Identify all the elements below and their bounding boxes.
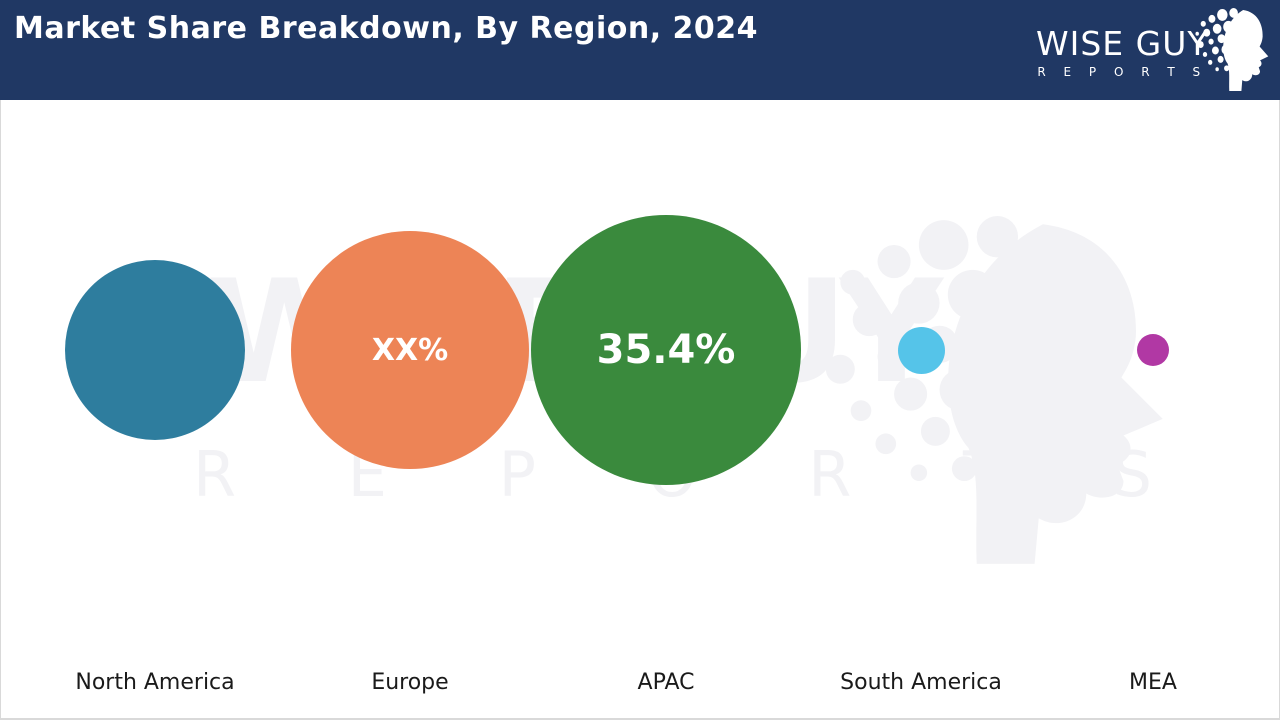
- logo-wordmark: WISE GUY: [1036, 24, 1209, 63]
- wise-guy-head-icon: [1192, 8, 1270, 92]
- bubble-value-label: XX%: [371, 332, 449, 368]
- wise-guy-logo: WISE GUY R E P O R T S: [1022, 6, 1272, 94]
- category-label-south-america: South America: [840, 670, 1002, 695]
- bubble-apac: 35.4%: [531, 215, 801, 485]
- category-label-europe: Europe: [371, 670, 449, 695]
- bubble-mea: [1137, 334, 1169, 366]
- category-label-north-america: North America: [75, 670, 235, 695]
- category-label-mea: MEA: [1129, 670, 1177, 695]
- bubble-value-label: 35.4%: [596, 327, 736, 373]
- logo-text: WISE GUY R E P O R T S: [1036, 24, 1209, 79]
- watermark-head-icon: [799, 216, 1171, 568]
- logo-subtext: R E P O R T S: [1037, 65, 1208, 79]
- bubble-north-america: [65, 260, 245, 440]
- bubble-south-america: [898, 327, 945, 374]
- category-label-apac: APAC: [637, 670, 695, 695]
- page-title: Market Share Breakdown, By Region, 2024: [14, 11, 759, 46]
- bubble-europe: XX%: [291, 231, 529, 469]
- header: Market Share Breakdown, By Region, 2024 …: [0, 0, 1280, 100]
- bubble-chart: WISE GUY R E P O R T S XX% 35.4% North A…: [0, 100, 1280, 720]
